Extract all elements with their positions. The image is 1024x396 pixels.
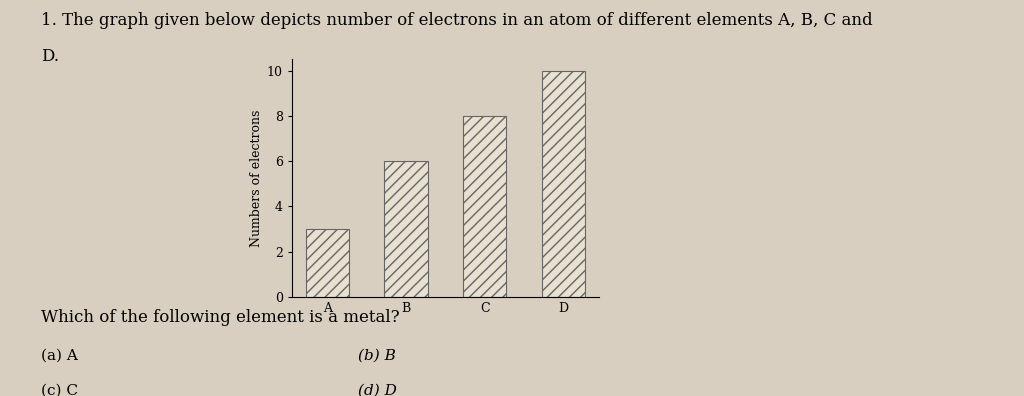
Bar <box>306 229 349 297</box>
Bar <box>463 116 507 297</box>
Text: 1. The graph given below depicts number of electrons in an atom of different ele: 1. The graph given below depicts number … <box>41 12 872 29</box>
Y-axis label: Numbers of electrons: Numbers of electrons <box>250 110 262 247</box>
Text: (c) C: (c) C <box>41 384 78 396</box>
Bar <box>542 71 585 297</box>
Bar <box>384 161 428 297</box>
Text: D.: D. <box>41 48 59 65</box>
Text: (b) B: (b) B <box>358 348 396 362</box>
Text: Which of the following element is a metal?: Which of the following element is a meta… <box>41 309 399 326</box>
Text: (d) D: (d) D <box>358 384 397 396</box>
Text: (a) A: (a) A <box>41 348 78 362</box>
